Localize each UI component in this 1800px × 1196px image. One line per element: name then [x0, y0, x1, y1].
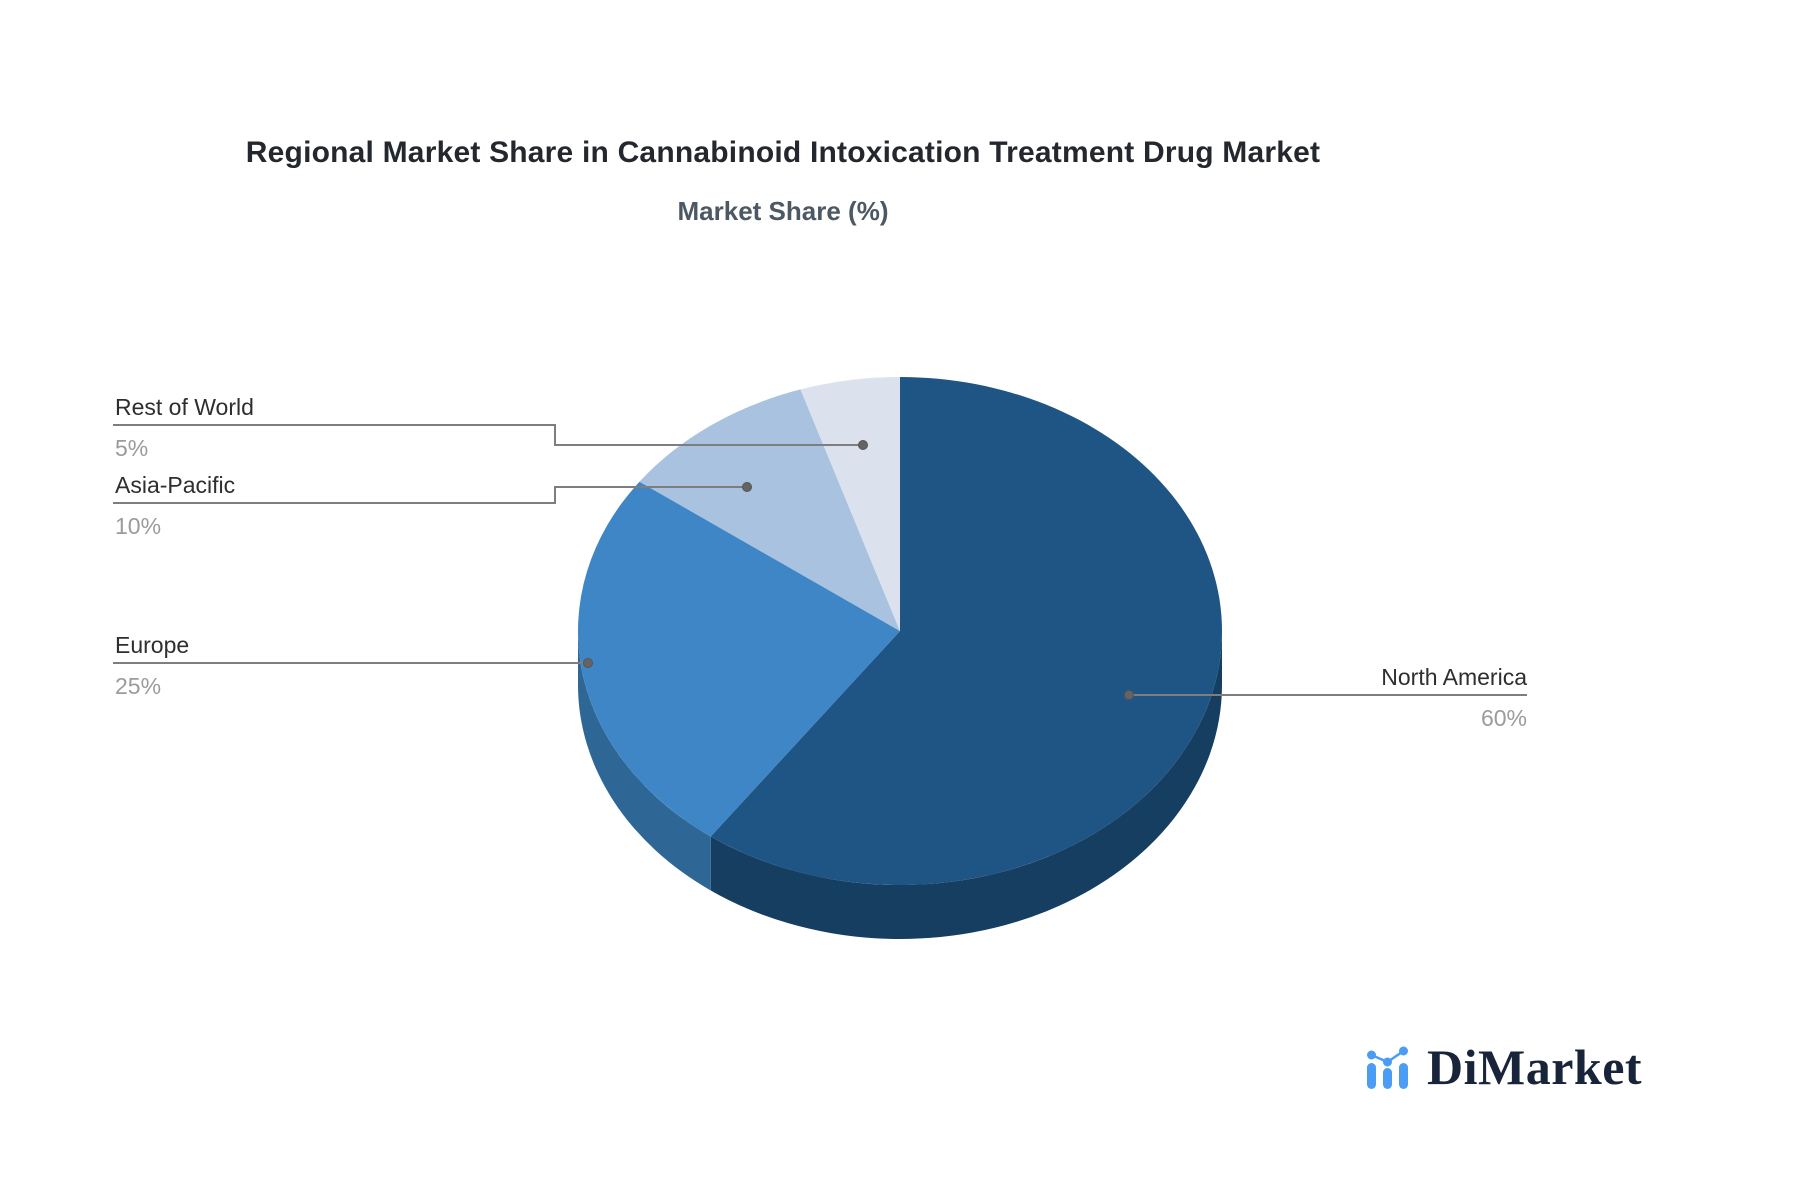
chart-title: Regional Market Share in Cannabinoid Int… [245, 136, 1321, 169]
connector-asia-pacific [113, 486, 747, 504]
callout-north-america: North America 60% [1381, 662, 1527, 733]
chart-subtitle: Market Share (%) [677, 196, 889, 226]
pie-slice-north-america[interactable] [710, 377, 1222, 885]
connector-dot-europe [583, 658, 593, 668]
slice-label: North America [1381, 664, 1527, 690]
logo-dot [1383, 1057, 1392, 1067]
logo-dot [1367, 1050, 1376, 1060]
callout-europe: Europe 25% [115, 630, 189, 701]
logo-bar [1367, 1063, 1376, 1089]
connector-dot-rest-of-world [858, 440, 868, 450]
connector-dot-asia-pacific [742, 482, 752, 492]
slice-value: 5% [115, 435, 149, 461]
connector-rest-of-world [113, 424, 863, 446]
logo-bar [1399, 1063, 1408, 1089]
slice-label: Asia-Pacific [115, 472, 236, 498]
pie-slice-europe-side[interactable] [577, 631, 711, 891]
logo-dot [1399, 1046, 1408, 1056]
connector-dot-north-america [1124, 690, 1134, 700]
pie-slice-rest-of-world[interactable] [800, 377, 901, 631]
pie-slice-north-america-side[interactable] [710, 631, 1222, 940]
dimarket-logo: DiMarket [1366, 1039, 1643, 1095]
slice-value: 60% [1480, 705, 1527, 731]
pie-slice-europe[interactable] [577, 481, 900, 837]
callout-rest-of-world: Rest of World 5% [115, 392, 254, 463]
slice-label: Rest of World [115, 394, 254, 420]
bar-chart-logo-icon [1367, 1046, 1408, 1089]
pie-slice-asia-pacific[interactable] [639, 389, 901, 631]
slice-value: 10% [115, 513, 162, 539]
slice-value: 25% [115, 673, 162, 699]
brand-name: DiMarket [1427, 1039, 1643, 1095]
callout-asia-pacific: Asia-Pacific 10% [115, 470, 235, 541]
logo-bar [1383, 1068, 1392, 1089]
slice-label: Europe [115, 632, 190, 658]
